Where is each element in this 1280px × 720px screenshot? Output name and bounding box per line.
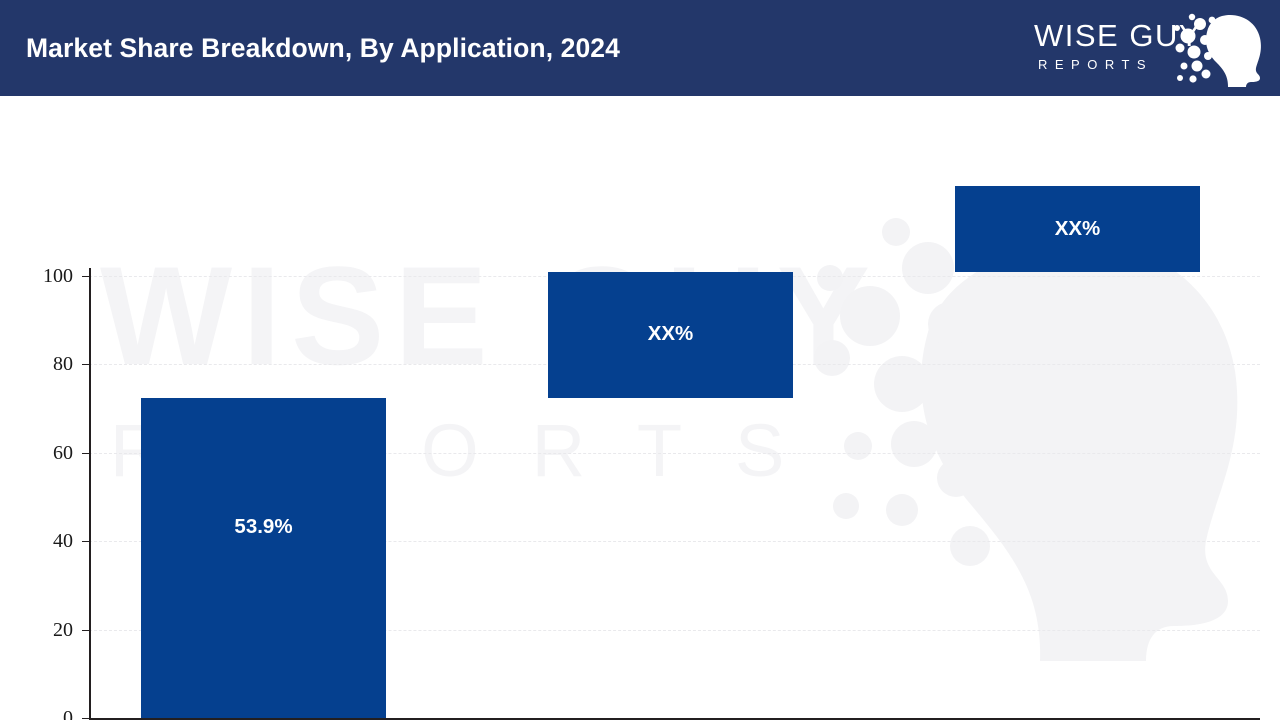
gridline-20 xyxy=(89,629,1260,631)
logo-subtitle: REPORTS xyxy=(1038,57,1154,72)
gridline-40 xyxy=(89,541,1260,543)
header-bar: Market Share Breakdown, By Application, … xyxy=(0,0,1280,96)
logo-wordmark: WISE GUY xyxy=(1034,18,1202,53)
y-tick-mark-100 xyxy=(82,276,89,277)
y-tick-label-100: 100 xyxy=(43,265,73,287)
page-title: Market Share Breakdown, By Application, … xyxy=(26,33,620,63)
chart-canvas: WISE GUY REPORTS xyxy=(0,96,1280,720)
x-axis-line xyxy=(89,718,1260,720)
y-tick-label-20: 20 xyxy=(53,618,73,641)
x-tick-mark-military-aviation xyxy=(670,718,672,720)
gridline-60 xyxy=(89,452,1260,454)
brand-logo: WISE GUY REPORTS xyxy=(1022,6,1272,90)
x-tick-mark-cargo-aviation xyxy=(1077,718,1079,720)
x-tick-mark-commercial-aviation xyxy=(263,718,265,720)
y-tick-mark-80 xyxy=(82,364,89,366)
y-tick-mark-40 xyxy=(82,541,89,543)
bar-label-military-aviation: XX% xyxy=(647,321,694,345)
head-profile-dots-icon xyxy=(1174,13,1261,88)
bar-label-commercial-aviation: 53.9% xyxy=(234,514,293,538)
y-tick-mark-20 xyxy=(82,629,89,631)
y-tick-label-60: 60 xyxy=(53,441,73,464)
y-tick-label-0: 0 xyxy=(63,707,73,720)
y-tick-mark-60 xyxy=(82,452,89,454)
y-axis-line xyxy=(89,268,92,720)
bar-commercial-aviation[interactable]: 53.9% xyxy=(141,397,386,718)
bar-cargo-aviation[interactable]: XX% xyxy=(955,186,1200,272)
bar-label-cargo-aviation: XX% xyxy=(1054,217,1101,240)
y-tick-mark-0 xyxy=(82,718,89,719)
bar-military-aviation[interactable]: XX% xyxy=(548,271,793,398)
plot-area: 53.9% XX% XX% 100 80 60 40 xyxy=(43,186,1260,720)
y-tick-label-80: 80 xyxy=(53,353,73,376)
y-tick-label-40: 40 xyxy=(53,530,73,553)
